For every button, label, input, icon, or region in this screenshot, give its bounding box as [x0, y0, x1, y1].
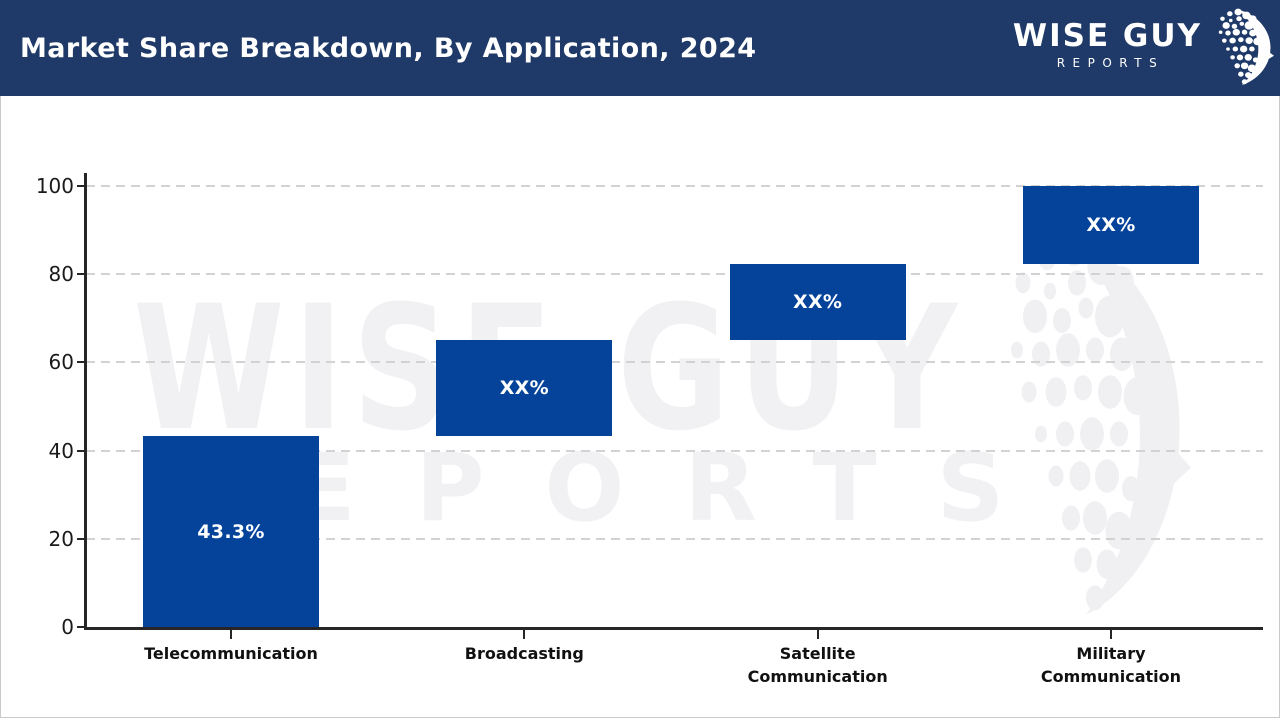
- y-tick-mark-40: [77, 449, 86, 452]
- bar-telecommunication: 43.3%: [143, 436, 319, 627]
- wiseguy-logo: WISE GUY REPORTS: [1008, 6, 1274, 92]
- y-tick-label-60: 60: [48, 350, 74, 375]
- bar-value-label: 43.3%: [197, 520, 265, 543]
- x-tick-mark-satellite-communication: [816, 630, 819, 639]
- gridline-100: [86, 185, 1263, 187]
- header: Market Share Breakdown, By Application, …: [0, 0, 1280, 96]
- bar-military-communication: XX%: [1022, 186, 1199, 265]
- y-tick-label-100: 100: [35, 174, 74, 198]
- logo-subtext: REPORTS: [1056, 55, 1165, 70]
- gridline-40: [86, 449, 1263, 452]
- category-label-broadcasting: Broadcasting: [464, 644, 584, 663]
- bar-broadcasting: XX%: [436, 340, 613, 437]
- y-tick-label-80: 80: [48, 262, 74, 287]
- y-tick-mark-100: [77, 185, 86, 187]
- y-tick-mark-80: [77, 273, 86, 276]
- y-tick-label-20: 20: [48, 526, 74, 551]
- waterfall-chart: 0 20 40 60 80 100 43.3% XX% XX% XX% Telecommunicat…: [1, 96, 1279, 717]
- category-label-satellite-communication: Satellite Communication: [747, 644, 888, 687]
- y-tick-mark-0: [77, 626, 86, 628]
- page-title: Market Share Breakdown, By Application, …: [20, 32, 757, 64]
- x-tick-mark-telecommunication: [230, 630, 232, 639]
- wiseguy-head-icon: [1218, 8, 1274, 86]
- y-axis-line: [84, 173, 87, 630]
- gridline-80: [86, 273, 1263, 276]
- x-tick-mark-broadcasting: [523, 630, 526, 639]
- logo-wordmark: WISE GUY: [1012, 18, 1202, 54]
- category-label-telecommunication: Telecommunication: [144, 644, 318, 663]
- chart-body: WISE GUY REPORTS 0 20 40 60 80: [0, 96, 1280, 718]
- y-tick-mark-60: [77, 361, 86, 364]
- gridline-60: [86, 361, 1263, 364]
- y-tick-label-0: 0: [61, 615, 74, 639]
- bar-value-label: XX%: [793, 291, 843, 314]
- x-axis-line: [84, 627, 1263, 630]
- y-tick-mark-20: [77, 537, 86, 540]
- wiseguy-logo-text: WISE GUY REPORTS: [1013, 20, 1202, 70]
- bar-value-label: XX%: [499, 377, 549, 400]
- bar-value-label: XX%: [1086, 214, 1136, 237]
- y-tick-label-40: 40: [48, 438, 74, 463]
- bar-satellite-communication: XX%: [729, 264, 906, 341]
- x-tick-mark-military-communication: [1109, 630, 1112, 639]
- category-label-military-communication: Military Communication: [1040, 644, 1182, 687]
- gridline-20: [86, 537, 1263, 540]
